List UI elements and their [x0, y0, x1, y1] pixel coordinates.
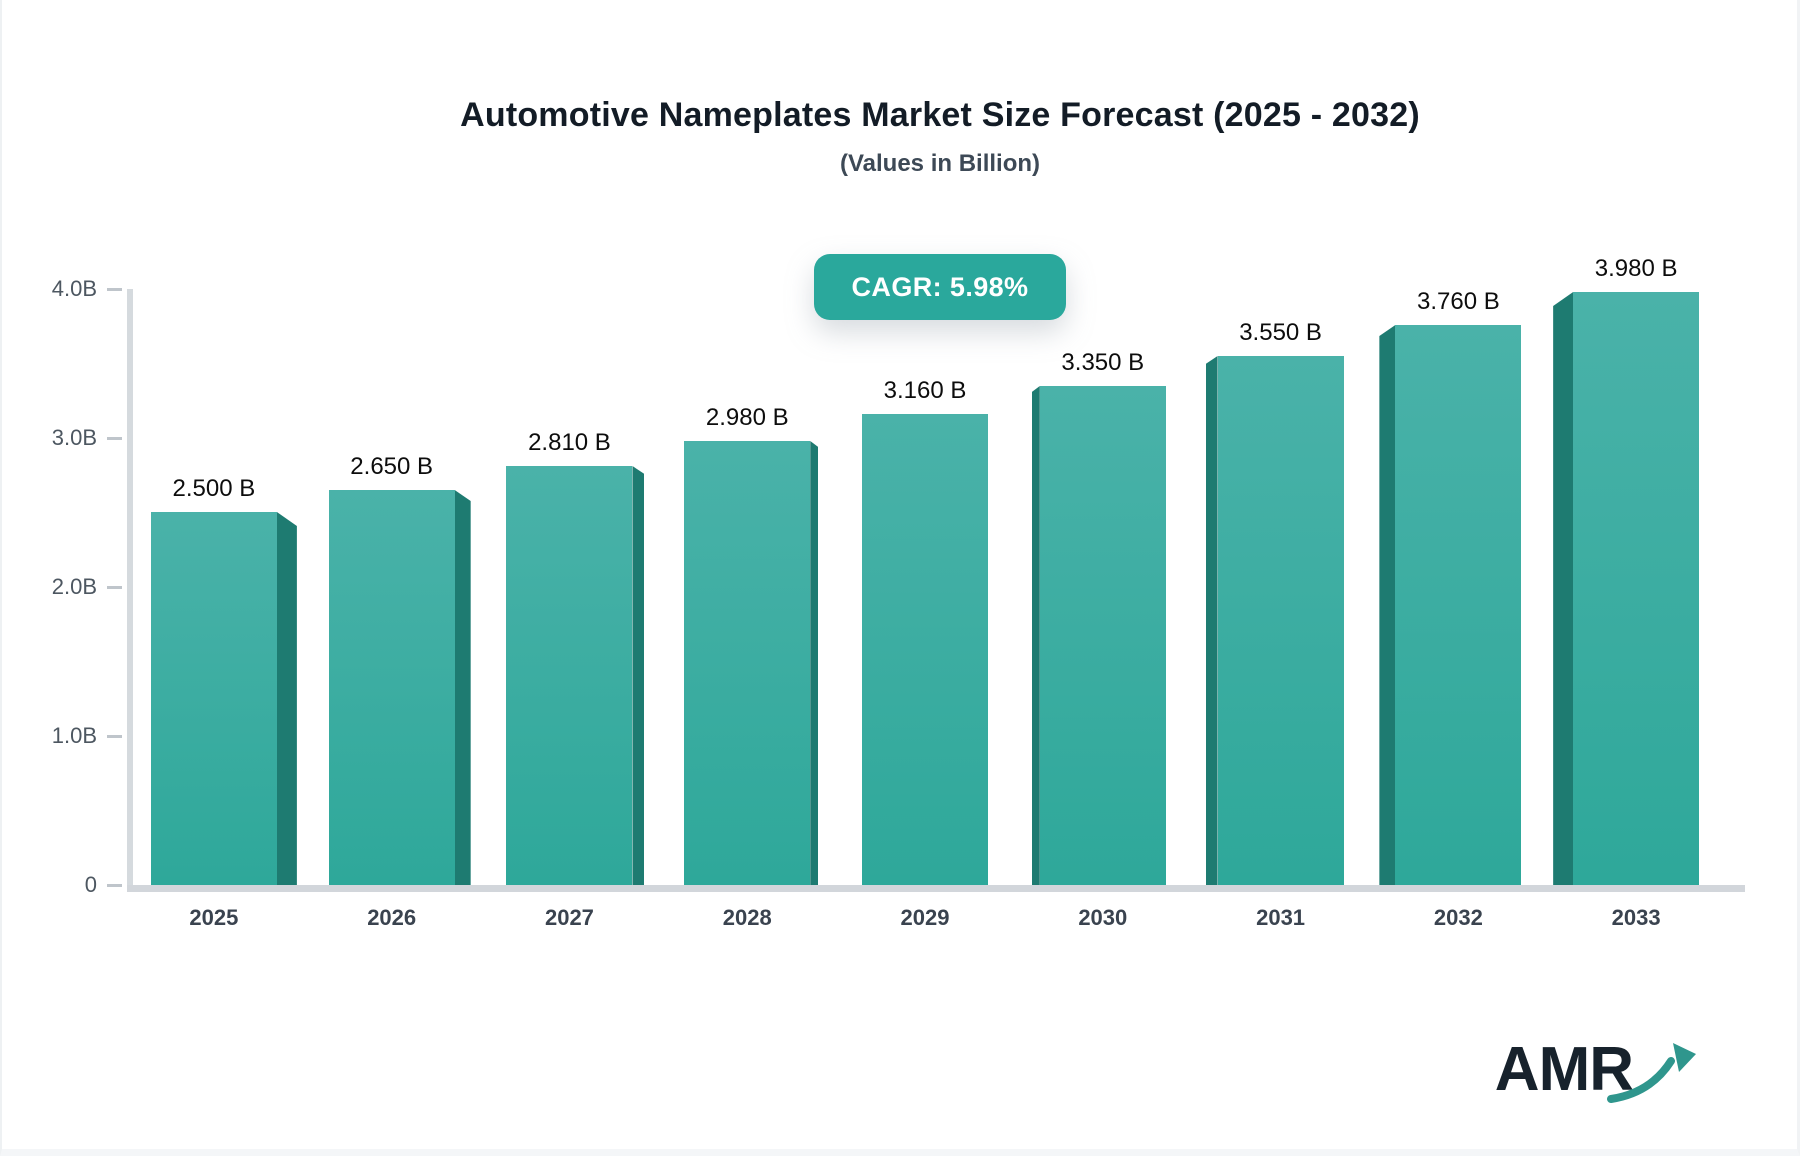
bar-3d-unit: [506, 466, 645, 885]
bar-value-label: 3.980 B: [1594, 255, 1678, 282]
bar-group: 3.350 B 2030: [1014, 289, 1192, 930]
bar-group: 2.500 B 2025: [125, 289, 303, 930]
x-category-label: 2032: [1433, 905, 1483, 930]
bar-front-face: [328, 490, 455, 885]
bar-side-face: [1205, 356, 1218, 885]
bar-3d-unit: [1379, 325, 1522, 885]
x-category-label: 2033: [1611, 905, 1661, 930]
cagr-badge-wrap: CAGR: 5.98%: [133, 254, 1747, 320]
bar-value-label: 3.160 B: [883, 377, 967, 404]
x-category-label: 2030: [1078, 905, 1128, 930]
page-title: Automotive Nameplates Market Size Foreca…: [460, 96, 1420, 134]
bar-value-label: 3.350 B: [1061, 349, 1145, 376]
y-tick-mark: [107, 735, 122, 738]
y-tick-label: 2.0B: [51, 574, 97, 599]
x-category-label: 2027: [544, 905, 594, 930]
x-category-label: 2026: [367, 905, 417, 930]
bar-side-face: [810, 441, 819, 885]
bar-3d-unit: [150, 512, 297, 885]
bar-value-label: 3.760 B: [1416, 288, 1500, 315]
bar-3d-unit: [1205, 356, 1344, 885]
y-tick-mark: [107, 288, 122, 291]
bar-3d-unit: [328, 490, 471, 885]
bar-side-face: [276, 512, 297, 885]
y-tick-label: 1.0B: [51, 723, 97, 748]
y-tick-mark: [107, 884, 122, 887]
bar-3d-unit: [1031, 386, 1166, 885]
trend-arrow-curve: [1607, 1057, 1675, 1103]
bar-group: 3.550 B 2031: [1192, 289, 1370, 930]
bar-side-face: [1031, 386, 1040, 885]
plot-area: 2.500 B 2025 2.650 B 2026 2.810 B 2027 2.980 B…: [52, 255, 1745, 930]
x-category-label: 2031: [1256, 905, 1306, 930]
bar-front-face: [1395, 325, 1522, 885]
bar-side-face: [1553, 292, 1574, 885]
bar-side-face: [454, 490, 471, 885]
amr-logo: AMR: [1494, 1035, 1697, 1105]
x-axis-line: [127, 885, 1745, 892]
bar-front-face: [684, 441, 811, 885]
bar-group: 3.160 B 2029: [836, 289, 1014, 930]
bar-group: 2.980 B 2028: [658, 289, 836, 930]
bar-front-face: [150, 512, 277, 885]
x-category-label: 2028: [722, 905, 772, 930]
amr-logo-text: AMR: [1494, 1035, 1634, 1105]
y-axis-line: [127, 289, 133, 891]
bar-value-label: 2.650 B: [350, 453, 434, 480]
bar-3d-unit: [684, 441, 819, 885]
trend-up-arrow-icon: [1607, 1043, 1696, 1103]
bar-3d-unit: [862, 414, 989, 885]
cagr-badge: CAGR: 5.98%: [813, 254, 1067, 320]
bar-group: 2.650 B 2026: [303, 289, 481, 930]
page-subtitle: (Values in Billion): [839, 150, 1041, 177]
bar-front-face: [862, 414, 989, 885]
y-tick-mark: [107, 437, 122, 440]
y-tick-label: 3.0B: [51, 425, 97, 450]
x-category-label: 2025: [189, 905, 239, 930]
x-category-label: 2029: [900, 905, 950, 930]
bar-group: 3.760 B 2032: [1369, 288, 1547, 930]
bar-side-face: [632, 466, 645, 885]
bars-container: 2.500 B 2025 2.650 B 2026 2.810 B 2027 2.980 B…: [125, 255, 1725, 930]
bar-3d-unit: [1553, 292, 1700, 885]
bar-value-label: 3.550 B: [1239, 319, 1322, 346]
bar-front-face: [1573, 292, 1700, 885]
bar-front-face: [1039, 386, 1166, 885]
bar-group: 3.980 B 2033: [1547, 255, 1725, 930]
bar-value-label: 2.810 B: [528, 429, 611, 456]
bar-front-face: [1217, 356, 1344, 885]
bar-value-label: 2.500 B: [172, 475, 256, 502]
bar-front-face: [506, 466, 633, 885]
bar-side-face: [1379, 325, 1396, 885]
y-tick-label: 0: [84, 872, 97, 897]
bar-group: 2.810 B 2027: [481, 289, 659, 930]
trend-arrow-head: [1673, 1043, 1696, 1072]
y-tick-label: 4.0B: [51, 276, 97, 301]
y-tick-mark: [107, 586, 122, 589]
bar-value-label: 2.980 B: [705, 404, 789, 431]
